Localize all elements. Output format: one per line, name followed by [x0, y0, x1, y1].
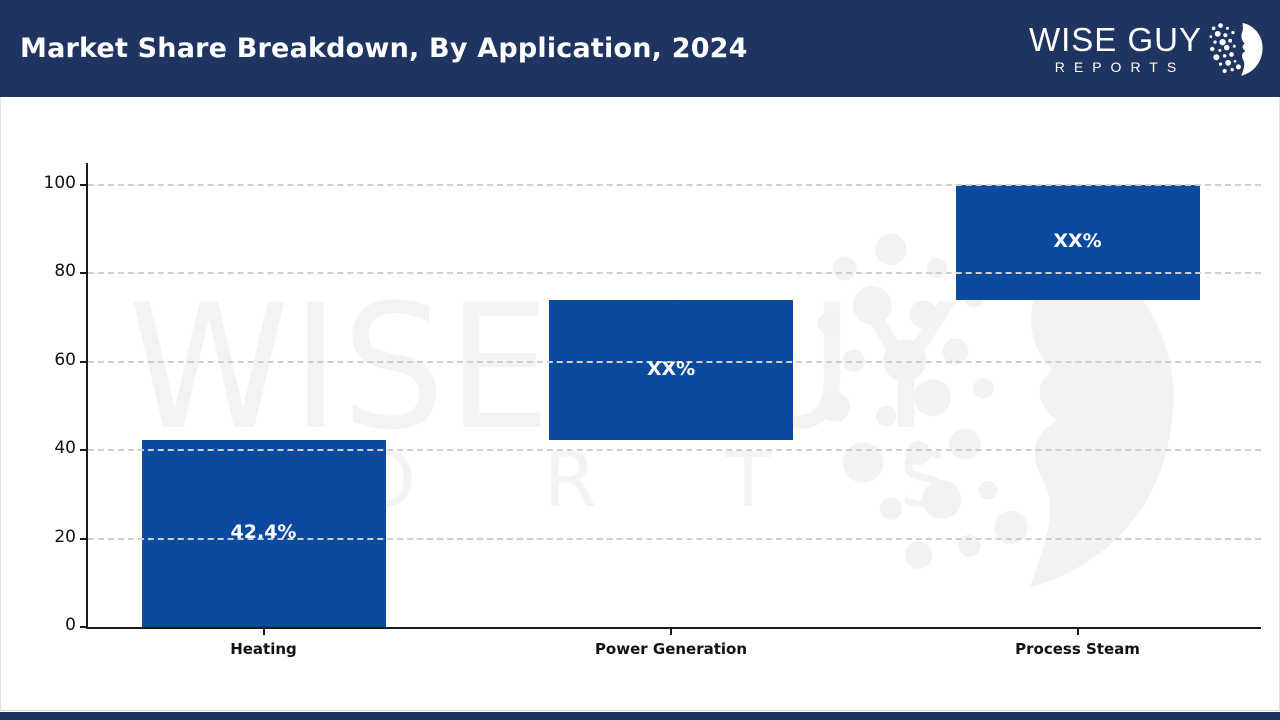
logo-text: WISE GUY REPORTS: [1029, 23, 1202, 75]
y-tick-label-0: 0: [65, 615, 76, 635]
x-axis-spine: [86, 627, 1261, 629]
y-gridline-80: [88, 272, 1261, 275]
y-gridline-40: [88, 449, 1261, 452]
footer-bar: [0, 712, 1280, 720]
y-tick-mark-60: [80, 360, 88, 363]
y-tick-label-40: 40: [54, 438, 76, 459]
y-tick-label-60: 60: [54, 349, 76, 370]
y-gridline-20: [88, 537, 1261, 540]
chart-title: Market Share Breakdown, By Application, …: [20, 33, 748, 64]
logo-brand-name: WISE GUY: [1028, 20, 1202, 58]
x-axis-label-process-steam: Process Steam: [1015, 640, 1140, 658]
x-axis-label-power-generation: Power Generation: [594, 640, 748, 658]
header-bar: Market Share Breakdown, By Application, …: [0, 0, 1280, 97]
logo-face-dots-icon: [1209, 22, 1263, 76]
bar-heating: [141, 439, 386, 627]
bar-power-generation: [549, 299, 793, 440]
x-axis-label-heating: Heating: [230, 640, 297, 658]
bar-value-label-heating: 42.4%: [230, 521, 297, 544]
y-tick-label-100: 100: [43, 173, 76, 193]
y-tick-mark-40: [80, 449, 88, 452]
y-tick-mark-80: [80, 272, 88, 275]
y-tick-mark-100: [80, 184, 88, 186]
x-tick-mark-heating: [262, 628, 265, 635]
y-tick-label-80: 80: [54, 261, 76, 282]
bar-value-label-power-generation: XX%: [646, 357, 696, 380]
y-tick-label-20: 20: [54, 526, 76, 547]
y-gridline-100: [88, 184, 1261, 186]
y-axis-spine: [86, 163, 88, 629]
x-tick-mark-process-steam: [1076, 628, 1079, 635]
wise-guy-reports-logo: WISE GUY REPORTS: [1029, 10, 1266, 88]
bar-value-label-process-steam: XX%: [1053, 230, 1102, 253]
y-tick-mark-20: [80, 537, 88, 540]
x-tick-mark-power-generation: [670, 628, 672, 635]
logo-reports-label: REPORTS: [1054, 58, 1186, 75]
y-gridline-60: [88, 360, 1261, 363]
y-tick-mark-0: [80, 626, 88, 628]
